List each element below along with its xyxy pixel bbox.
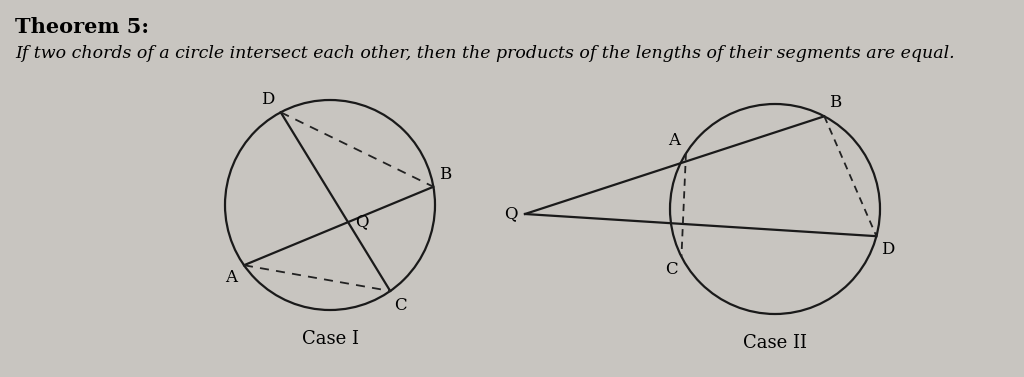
Text: Theorem 5:: Theorem 5: <box>15 17 150 37</box>
Text: Q: Q <box>505 205 518 222</box>
Text: B: B <box>829 94 842 111</box>
Text: D: D <box>882 241 895 258</box>
Text: B: B <box>439 166 452 183</box>
Text: C: C <box>394 297 407 314</box>
Text: D: D <box>261 91 274 108</box>
Text: C: C <box>665 261 678 278</box>
Text: A: A <box>668 132 680 149</box>
Text: Case II: Case II <box>743 334 807 352</box>
Text: Q: Q <box>355 214 369 231</box>
Text: If two chords of a circle intersect each other, then the products of the lengths: If two chords of a circle intersect each… <box>15 45 954 62</box>
Text: Case I: Case I <box>301 330 358 348</box>
Text: A: A <box>225 269 237 286</box>
